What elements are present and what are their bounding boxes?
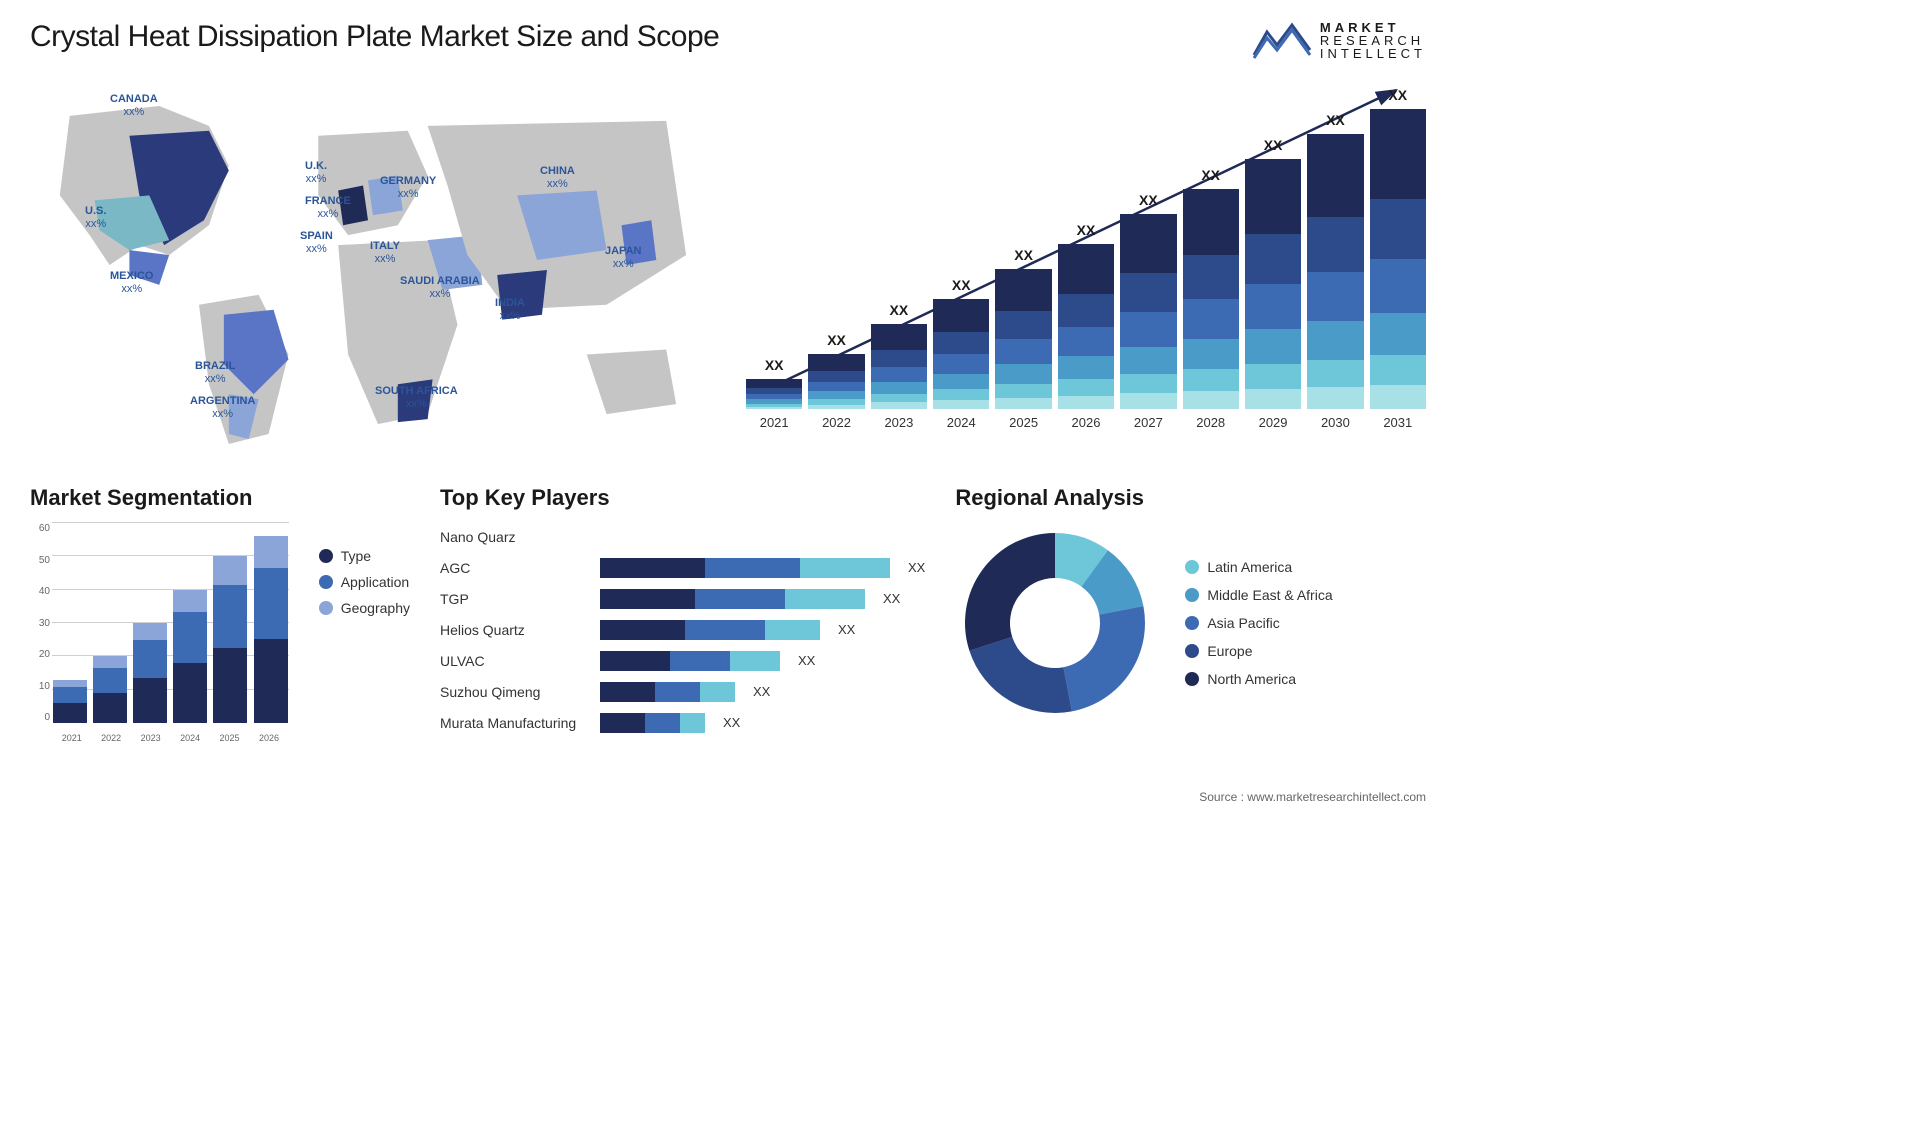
growth-bar: XX2030 bbox=[1307, 134, 1363, 430]
page-title: Crystal Heat Dissipation Plate Market Si… bbox=[30, 20, 719, 54]
player-row: ULVACXX bbox=[440, 647, 925, 674]
map-label: GERMANYxx% bbox=[380, 175, 436, 201]
players-list: Nano Quarz AGCXX TGPXX Helios QuartzXX ULVAC… bbox=[440, 523, 925, 736]
growth-bar: XX2025 bbox=[995, 269, 1051, 430]
map-label: SAUDI ARABIAxx% bbox=[400, 275, 480, 301]
legend-item: Application bbox=[319, 574, 410, 590]
player-row: Nano Quarz bbox=[440, 523, 925, 550]
map-label: BRAZILxx% bbox=[195, 360, 235, 386]
regional-title: Regional Analysis bbox=[955, 485, 1426, 511]
growth-bar: XX2027 bbox=[1120, 214, 1176, 430]
segmentation-legend: Type Application Geography bbox=[319, 523, 410, 743]
legend-item: Type bbox=[319, 548, 410, 564]
logo-text: MARKET RESEARCH INTELLECT bbox=[1320, 21, 1426, 60]
map-label: CANADAxx% bbox=[110, 93, 158, 119]
brand-logo: MARKET RESEARCH INTELLECT bbox=[1252, 20, 1426, 60]
segmentation-title: Market Segmentation bbox=[30, 485, 410, 511]
donut-slice bbox=[1064, 606, 1146, 711]
legend-item: Europe bbox=[1185, 643, 1332, 659]
map-label: ITALYxx% bbox=[370, 240, 400, 266]
growth-bar: XX2024 bbox=[933, 299, 989, 430]
seg-bar bbox=[254, 536, 288, 723]
segmentation-chart: 0102030405060 202120222023202420252026 bbox=[30, 523, 289, 743]
player-row: TGPXX bbox=[440, 585, 925, 612]
growth-bar: XX2022 bbox=[808, 354, 864, 430]
map-label: ARGENTINAxx% bbox=[190, 395, 255, 421]
growth-bar: XX2021 bbox=[746, 379, 802, 430]
growth-bar: XX2026 bbox=[1058, 244, 1114, 430]
player-row: Helios QuartzXX bbox=[440, 616, 925, 643]
logo-icon bbox=[1252, 20, 1312, 60]
player-row: Suzhou QimengXX bbox=[440, 678, 925, 705]
legend-item: Latin America bbox=[1185, 559, 1332, 575]
map-label: U.K.xx% bbox=[305, 160, 327, 186]
top-row: CANADAxx% U.S.xx% MEXICOxx% BRAZILxx% ARGENT… bbox=[30, 75, 1426, 455]
seg-bar bbox=[53, 680, 87, 723]
seg-bar bbox=[133, 623, 167, 723]
seg-bar bbox=[93, 656, 127, 723]
seg-bar bbox=[213, 556, 247, 723]
players-panel: Top Key Players Nano Quarz AGCXX TGPXX Heli… bbox=[440, 485, 925, 743]
growth-bar: XX2028 bbox=[1183, 189, 1239, 430]
map-label: JAPANxx% bbox=[605, 245, 641, 271]
map-label: INDIAxx% bbox=[495, 297, 525, 323]
player-row: Murata ManufacturingXX bbox=[440, 709, 925, 736]
segmentation-panel: Market Segmentation 0102030405060 202120… bbox=[30, 485, 410, 743]
bottom-row: Market Segmentation 0102030405060 202120… bbox=[30, 485, 1426, 743]
map-label: CHINAxx% bbox=[540, 165, 575, 191]
growth-bar: XX2029 bbox=[1245, 159, 1301, 430]
map-label: U.S.xx% bbox=[85, 205, 106, 231]
growth-chart: XX2021XX2022XX2023XX2024XX2025XX2026XX20… bbox=[746, 75, 1426, 455]
source-text: Source : www.marketresearchintellect.com bbox=[1199, 790, 1426, 804]
regional-panel: Regional Analysis Latin America Middle Ea… bbox=[955, 485, 1426, 743]
header: Crystal Heat Dissipation Plate Market Si… bbox=[30, 20, 1426, 60]
players-title: Top Key Players bbox=[440, 485, 925, 511]
player-row: AGCXX bbox=[440, 554, 925, 581]
map-label: MEXICOxx% bbox=[110, 270, 153, 296]
regional-legend: Latin America Middle East & Africa Asia Pa… bbox=[1185, 559, 1332, 687]
map-label: FRANCExx% bbox=[305, 195, 351, 221]
world-map: CANADAxx% U.S.xx% MEXICOxx% BRAZILxx% ARGENT… bbox=[30, 75, 706, 455]
legend-item: North America bbox=[1185, 671, 1332, 687]
donut-slice bbox=[965, 533, 1055, 651]
legend-item: Asia Pacific bbox=[1185, 615, 1332, 631]
growth-bar: XX2023 bbox=[871, 324, 927, 430]
seg-bar bbox=[173, 590, 207, 723]
growth-bar: XX2031 bbox=[1370, 109, 1426, 430]
donut-slice bbox=[970, 637, 1072, 713]
map-label: SOUTH AFRICAxx% bbox=[375, 385, 458, 411]
legend-item: Middle East & Africa bbox=[1185, 587, 1332, 603]
legend-item: Geography bbox=[319, 600, 410, 616]
map-label: SPAINxx% bbox=[300, 230, 333, 256]
regional-donut bbox=[955, 523, 1155, 723]
